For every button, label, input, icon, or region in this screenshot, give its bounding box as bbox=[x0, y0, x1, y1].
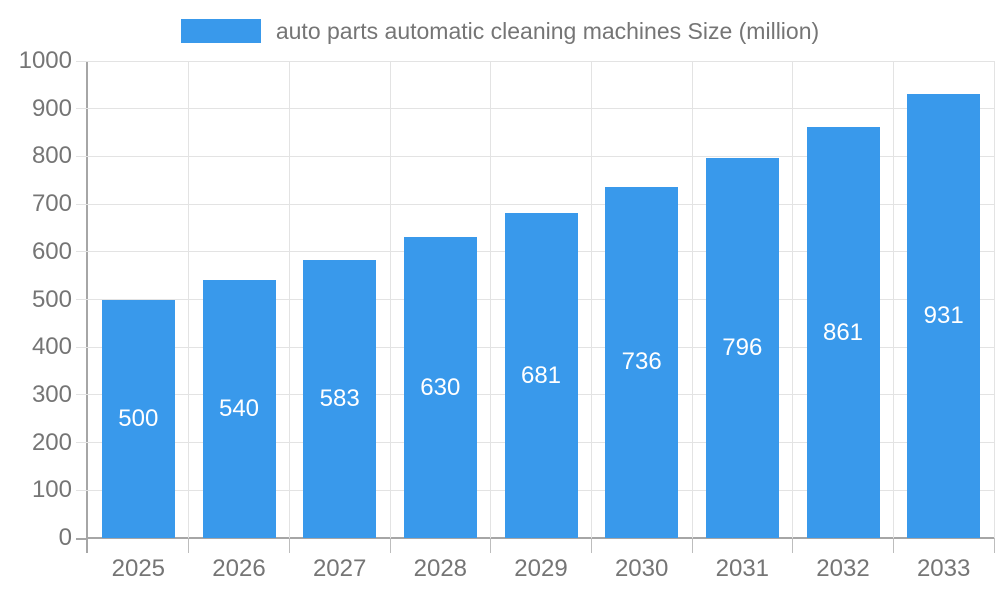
bar-value-label: 736 bbox=[621, 348, 662, 376]
x-axis-tick-label: 2031 bbox=[715, 555, 770, 582]
y-axis-tick-label: 1000 bbox=[18, 47, 72, 74]
x-tick-mark bbox=[892, 538, 894, 553]
x-tick-mark bbox=[490, 538, 492, 553]
y-axis-tick-label: 300 bbox=[31, 380, 72, 408]
y-tick-mark bbox=[76, 60, 88, 62]
y-axis-tick-label: 900 bbox=[31, 94, 72, 122]
bar-2031[interactable] bbox=[705, 158, 779, 538]
bar-value-label: 540 bbox=[218, 395, 260, 423]
bar-2027[interactable] bbox=[303, 259, 377, 538]
y-tick-mark bbox=[76, 346, 88, 348]
gridline-horizontal bbox=[88, 155, 994, 157]
bar-value-label: 796 bbox=[722, 334, 763, 362]
y-axis-tick-label: 700 bbox=[31, 190, 72, 218]
gridline-vertical bbox=[792, 61, 794, 538]
x-axis-tick-label: 2029 bbox=[514, 555, 568, 582]
x-tick-mark bbox=[389, 538, 391, 553]
gridline-vertical bbox=[188, 61, 190, 538]
legend-label: auto parts automatic cleaning machines S… bbox=[275, 18, 820, 44]
bar-value-label: 681 bbox=[520, 361, 562, 389]
x-axis-tick-label: 2033 bbox=[916, 555, 971, 582]
bar-2032[interactable] bbox=[806, 127, 880, 538]
y-tick-mark bbox=[76, 442, 88, 444]
y-tick-mark bbox=[76, 299, 88, 300]
gridline-horizontal bbox=[88, 203, 994, 205]
bar-value-label: 583 bbox=[319, 384, 360, 412]
gridline-vertical bbox=[288, 61, 290, 538]
gridline-vertical bbox=[993, 61, 995, 538]
gridline-vertical bbox=[389, 61, 391, 538]
x-tick-mark bbox=[188, 538, 190, 553]
y-tick-mark bbox=[76, 155, 88, 157]
y-axis-tick-label: 200 bbox=[31, 428, 72, 456]
x-tick-mark bbox=[590, 538, 592, 553]
x-axis-tick-label: 2030 bbox=[614, 555, 669, 582]
gridline-vertical bbox=[490, 61, 492, 538]
bar-value-label: 931 bbox=[923, 301, 964, 329]
bar-2029[interactable] bbox=[504, 213, 578, 538]
x-axis-line bbox=[88, 537, 994, 539]
x-tick-mark bbox=[792, 538, 794, 553]
y-axis-tick-label: 0 bbox=[58, 524, 72, 551]
y-tick-mark bbox=[76, 251, 88, 253]
plot-area: 0 100 200 300 400 500 600 700 800 900 1000 2025 500 2… bbox=[19, 47, 995, 582]
y-tick-mark bbox=[76, 203, 88, 205]
x-axis-tick-label: 2025 bbox=[111, 555, 166, 582]
bar-value-label: 630 bbox=[420, 373, 461, 401]
gridline-horizontal bbox=[88, 108, 994, 110]
y-tick-mark bbox=[76, 537, 88, 540]
gridline-vertical bbox=[590, 61, 592, 538]
y-tick-mark bbox=[76, 108, 88, 110]
x-axis-tick-label: 2032 bbox=[816, 555, 870, 582]
bar-2033[interactable] bbox=[907, 93, 981, 538]
bar-2030[interactable] bbox=[605, 186, 679, 538]
bar-2025[interactable] bbox=[101, 299, 175, 538]
y-axis-line bbox=[86, 61, 88, 553]
y-axis-tick-label: 500 bbox=[31, 285, 72, 313]
x-axis-tick-label: 2027 bbox=[312, 555, 367, 582]
y-axis-tick-label: 100 bbox=[31, 476, 72, 504]
gridline-vertical bbox=[691, 61, 693, 538]
y-tick-mark bbox=[76, 489, 88, 491]
y-tick-mark bbox=[76, 394, 88, 396]
gridline-horizontal bbox=[88, 60, 994, 62]
y-axis-tick-label: 800 bbox=[31, 142, 72, 170]
x-tick-mark bbox=[288, 538, 290, 553]
y-axis-tick-label: 600 bbox=[31, 237, 72, 265]
legend-color-swatch bbox=[180, 19, 261, 43]
x-tick-mark bbox=[993, 538, 995, 553]
y-axis-tick-label: 400 bbox=[31, 333, 72, 361]
legend[interactable]: auto parts automatic cleaning machines S… bbox=[0, 17, 1000, 45]
gridline-vertical bbox=[892, 61, 894, 538]
x-tick-mark bbox=[691, 538, 693, 553]
bar-2028[interactable] bbox=[403, 237, 477, 538]
bar-2026[interactable] bbox=[202, 280, 276, 538]
bar-value-label: 500 bbox=[118, 404, 159, 432]
x-axis-tick-label: 2028 bbox=[413, 555, 468, 582]
bar-value-label: 861 bbox=[822, 318, 864, 346]
x-axis-tick-label: 2026 bbox=[212, 555, 266, 582]
